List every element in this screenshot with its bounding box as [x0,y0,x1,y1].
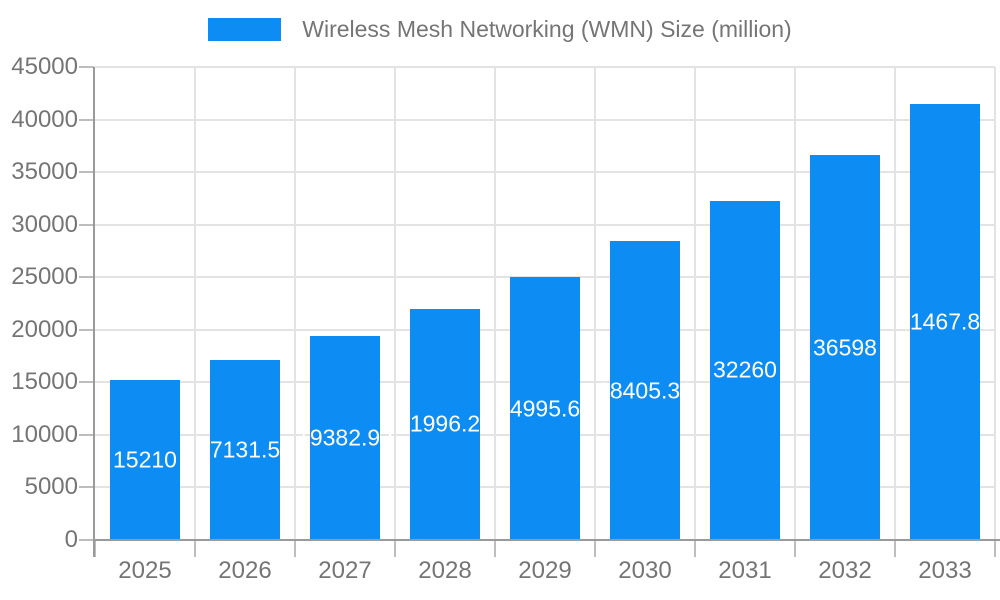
y-gridline [95,276,995,279]
x-axis-tick [194,540,196,557]
x-gridline [994,67,996,540]
y-axis-label: 0 [64,526,78,553]
y-axis-tick [79,328,94,331]
bar-value-label: 19382.92 [297,424,393,451]
y-axis-label: 15000 [11,368,78,396]
y-gridline [95,66,995,68]
y-gridline [95,223,995,226]
x-gridline [794,67,796,540]
x-gridline [694,67,696,540]
bar[interactable] [510,277,580,540]
bar-value-label: 15210 [113,446,177,473]
y-axis-label: 30000 [11,210,78,238]
y-axis-tick [79,433,94,436]
x-axis-tick [894,540,896,557]
y-axis-tick [79,118,94,121]
x-gridline [194,67,196,540]
x-gridline [594,67,596,540]
bar-value-label: 41467.88 [897,308,993,335]
bar[interactable] [210,359,280,540]
bar[interactable] [710,200,780,540]
x-axis-label: 2025 [118,557,172,584]
x-gridline [494,67,496,540]
y-axis-tick [79,171,94,174]
y-axis-line [93,67,95,557]
x-axis-tick [594,540,596,557]
x-axis-label: 2032 [818,557,872,584]
bar-value-label: 36598 [813,334,877,361]
x-axis-label: 2029 [518,557,572,584]
x-axis-line [93,539,1000,541]
y-axis-label: 35000 [11,158,78,186]
y-axis-label: 40000 [11,105,78,133]
x-axis-tick [794,540,796,557]
y-axis-tick [79,486,94,489]
x-axis-tick [994,540,996,557]
x-axis-label: 2031 [718,557,772,584]
bar[interactable] [310,336,380,540]
x-gridline [894,67,896,540]
y-axis-tick [79,66,94,68]
y-gridline [95,171,995,174]
bar[interactable] [410,308,480,540]
y-axis-tick [79,381,94,384]
x-axis-label: 2027 [318,557,372,584]
bar[interactable] [810,155,880,540]
y-axis-tick [79,539,94,541]
x-axis-tick [94,540,96,557]
bar[interactable] [610,241,680,540]
legend[interactable]: Wireless Mesh Networking (WMN) Size (mil… [0,16,1000,43]
bar-value-label: 28405.33 [597,377,693,404]
y-axis-label: 45000 [11,53,78,80]
x-axis-label: 2028 [418,557,472,584]
bar-value-label: 17131.55 [197,436,293,463]
bar-value-label: 21996.25 [397,410,493,437]
legend-swatch [208,18,282,41]
bar-value-label: 24995.64 [497,395,593,422]
bar-value-label: 32260 [713,356,777,383]
x-axis-tick [394,540,396,557]
y-axis-label: 5000 [24,473,78,501]
y-gridline [95,118,995,121]
x-axis-label: 2030 [618,557,672,584]
x-axis-tick [694,540,696,557]
bar[interactable] [110,380,180,540]
y-axis-tick [79,223,94,226]
y-axis-label: 10000 [11,420,78,448]
y-axis-label: 20000 [11,315,78,343]
x-axis-tick [294,540,296,557]
y-axis-tick [79,276,94,279]
x-axis-label: 2026 [218,557,272,584]
y-axis-label: 25000 [11,263,78,291]
x-axis-label: 2033 [918,557,972,584]
chart-title: Wireless Mesh Networking (WMN) Size (mil… [302,16,792,42]
x-gridline [294,67,296,540]
x-gridline [394,67,396,540]
bar[interactable] [910,104,980,540]
x-axis-tick [494,540,496,557]
